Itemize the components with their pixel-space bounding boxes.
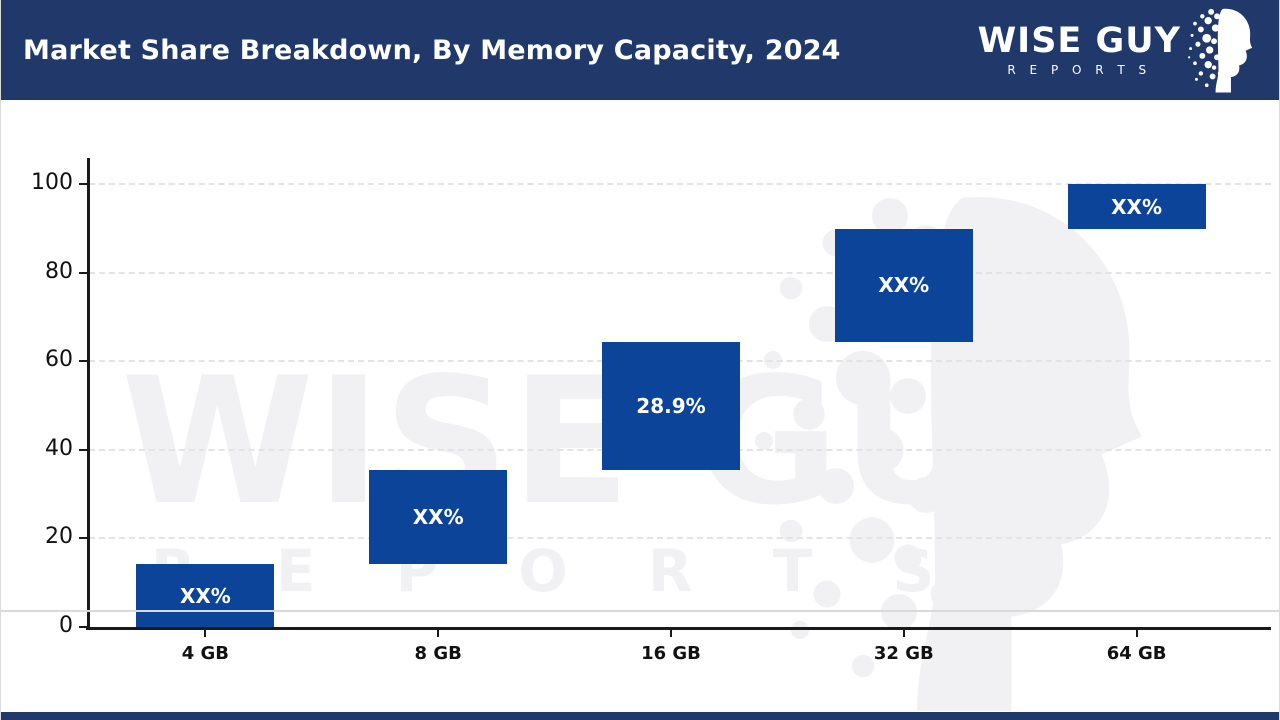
x-tick-label: 16 GB xyxy=(641,643,701,664)
bar-value-label: XX% xyxy=(179,583,231,608)
x-tick-label: 32 GB xyxy=(873,643,934,664)
y-tick-mark xyxy=(79,271,89,274)
bar-64-gb: XX% xyxy=(1067,184,1206,230)
x-tick-mark xyxy=(1135,630,1138,637)
bar-4-gb: XX% xyxy=(136,564,275,627)
page-title: Market Share Breakdown, By Memory Capaci… xyxy=(23,34,841,66)
bar-value-label: XX% xyxy=(412,504,464,529)
x-tick-mark xyxy=(437,630,440,637)
gridline xyxy=(89,271,1271,274)
gridline xyxy=(89,537,1271,540)
gridline xyxy=(89,183,1271,185)
y-tick-mark xyxy=(79,537,89,540)
y-tick-mark xyxy=(79,626,89,628)
logo-wordmark: WISE GUY xyxy=(977,21,1181,61)
bar-value-label: XX% xyxy=(878,273,930,298)
plot-background: WISE GUY R E P O R T S 0 20 40 60 80 100 XX% 4 … xyxy=(1,100,1279,711)
x-axis-line xyxy=(86,627,1271,630)
x-tick-mark xyxy=(902,630,905,637)
x-tick-label: 64 GB xyxy=(1106,643,1167,664)
bar-16-gb: 28.9% xyxy=(602,341,740,470)
x-tick-mark xyxy=(204,630,207,637)
y-tick-mark xyxy=(79,360,89,363)
plot-area: 0 20 40 60 80 100 XX% 4 GB XX% 8 GB 28.9% 16 GB XX% 3… xyxy=(1,100,1279,711)
bar-8-gb: XX% xyxy=(369,469,508,565)
dotted-head-icon xyxy=(1188,8,1253,93)
x-tick-label: 4 GB xyxy=(181,643,230,664)
brand-logo-text: WISE GUY R E P O R T S xyxy=(977,21,1181,77)
figure-bottom-border xyxy=(1,610,1279,612)
y-tick-label: 80 xyxy=(45,258,73,284)
y-tick-mark xyxy=(79,448,89,451)
bar-value-label: 28.9% xyxy=(636,393,706,418)
header: Market Share Breakdown, By Memory Capaci… xyxy=(1,0,1279,100)
brand-logo: WISE GUY R E P O R T S xyxy=(978,6,1257,94)
bar-value-label: XX% xyxy=(1111,194,1163,219)
logo-tagline: R E P O R T S xyxy=(1007,63,1152,77)
y-tick-label: 40 xyxy=(45,435,73,461)
y-axis-line xyxy=(87,158,90,630)
y-tick-label: 100 xyxy=(31,170,73,195)
y-tick-label: 60 xyxy=(45,347,73,373)
y-tick-label: 20 xyxy=(45,524,73,550)
y-tick-label: 0 xyxy=(59,613,73,638)
footer-bar xyxy=(1,712,1279,720)
y-tick-mark xyxy=(79,183,89,185)
x-tick-label: 8 GB xyxy=(414,643,462,664)
x-tick-mark xyxy=(670,630,672,637)
bar-32-gb: XX% xyxy=(834,229,973,342)
